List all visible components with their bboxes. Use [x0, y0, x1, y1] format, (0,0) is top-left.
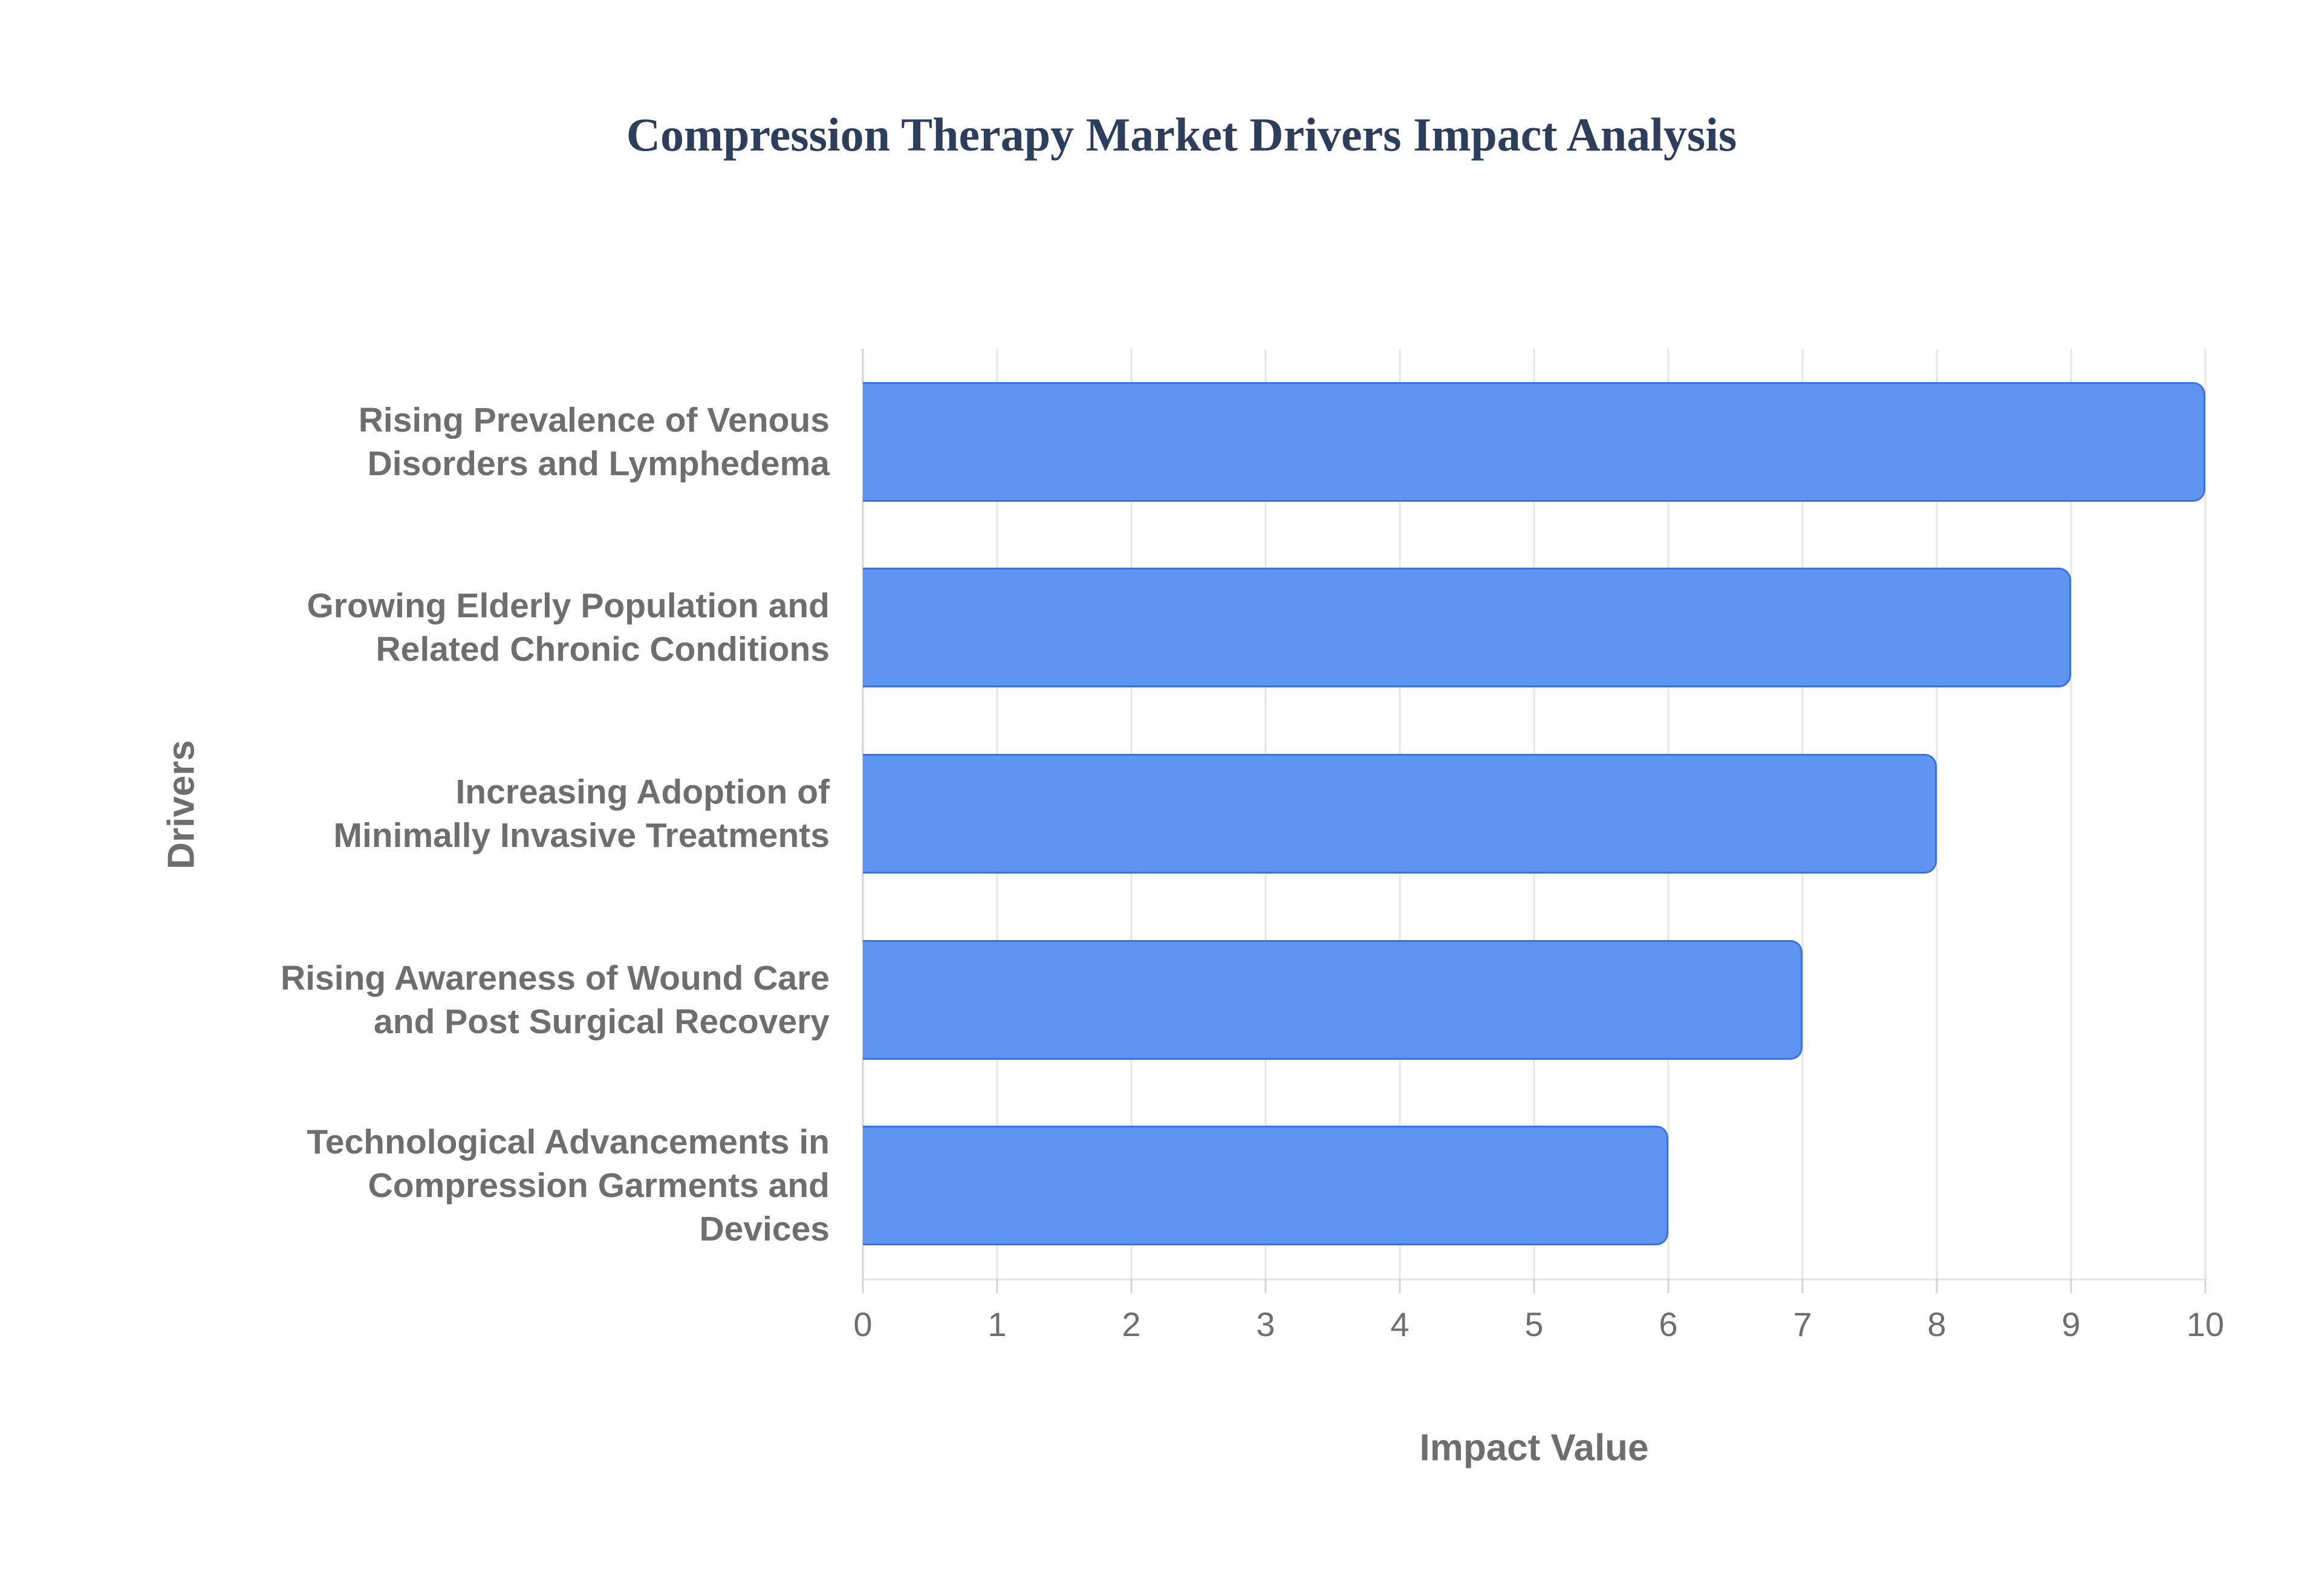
axis-tick	[1399, 1279, 1401, 1293]
axis-tick	[1264, 1279, 1267, 1293]
axis-tick	[1936, 1279, 1938, 1293]
x-tick-label: 4	[1390, 1305, 1410, 1343]
bar-rising-prevalence	[863, 381, 2205, 502]
category-label: Technological Advancements in Compressio…	[0, 1092, 830, 1279]
x-tick-label: 5	[1524, 1305, 1544, 1343]
gridline	[2204, 349, 2207, 1279]
axis-tick	[996, 1279, 998, 1293]
category-label: Rising Awareness of Wound Care and Post …	[0, 907, 830, 1093]
gridline	[2070, 349, 2072, 1279]
y-axis-category-labels: Rising Prevalence of Venous Disorders an…	[0, 349, 830, 1279]
chart-title: Compression Therapy Market Drivers Impac…	[626, 108, 1737, 161]
axis-tick	[2204, 1279, 2207, 1293]
axis-tick	[1130, 1279, 1133, 1293]
x-axis-tick-labels: 0 1 2 3 4 5 6 7 8 9 10	[853, 1305, 2224, 1353]
bar-row	[863, 535, 2205, 721]
category-label-line: Increasing Adoption of	[455, 772, 830, 811]
bar-row	[863, 1092, 2205, 1279]
bar-row	[863, 721, 2205, 907]
category-label-line: Minimally Invasive Treatments	[333, 816, 830, 855]
gridline	[1936, 349, 1938, 1279]
category-label-line: Compression Garments and	[368, 1166, 830, 1205]
category-label-line: Rising Prevalence of Venous	[358, 400, 830, 440]
x-tick-label: 10	[2186, 1305, 2225, 1343]
x-tick-label: 2	[1122, 1305, 1141, 1343]
category-label-line: Related Chronic Conditions	[376, 630, 830, 669]
axis-tick	[1801, 1279, 1804, 1293]
x-tick-label: 3	[1256, 1305, 1275, 1343]
category-label-line: Devices	[699, 1210, 830, 1249]
category-label: Growing Elderly Population and Related C…	[0, 535, 830, 721]
bar-row	[863, 349, 2205, 535]
x-tick-label: 0	[853, 1305, 873, 1343]
bar-growing-elderly	[863, 568, 2071, 688]
bar-rising-awareness	[863, 939, 1803, 1060]
category-label-line: Rising Awareness of Wound Care	[281, 958, 830, 997]
plot-area	[862, 349, 2207, 1293]
bar-increasing-adoption	[863, 753, 1937, 874]
axis-tick	[1533, 1279, 1535, 1293]
axis-tick	[1667, 1279, 1670, 1293]
axis-tick	[862, 1279, 864, 1293]
category-label: Increasing Adoption of Minimally Invasiv…	[0, 721, 830, 907]
bar-technological-advancements	[863, 1126, 1668, 1246]
x-axis-title: Impact Value	[1419, 1427, 1649, 1469]
category-label-line: Disorders and Lymphedema	[367, 444, 830, 483]
x-tick-label: 7	[1793, 1305, 1812, 1343]
bar-series	[863, 349, 2205, 1279]
category-label: Rising Prevalence of Venous Disorders an…	[0, 349, 830, 535]
axis-tick	[2070, 1279, 2072, 1293]
x-tick-label: 1	[987, 1305, 1007, 1343]
bar-row	[863, 907, 2205, 1093]
category-label-line: Growing Elderly Population and	[307, 586, 830, 626]
category-label-line: and Post Surgical Recovery	[374, 1002, 830, 1041]
x-tick-label: 9	[2061, 1305, 2081, 1343]
x-tick-label: 8	[1927, 1305, 1946, 1343]
x-tick-label: 6	[1659, 1305, 1678, 1343]
category-label-line: Technological Advancements in	[307, 1123, 830, 1162]
